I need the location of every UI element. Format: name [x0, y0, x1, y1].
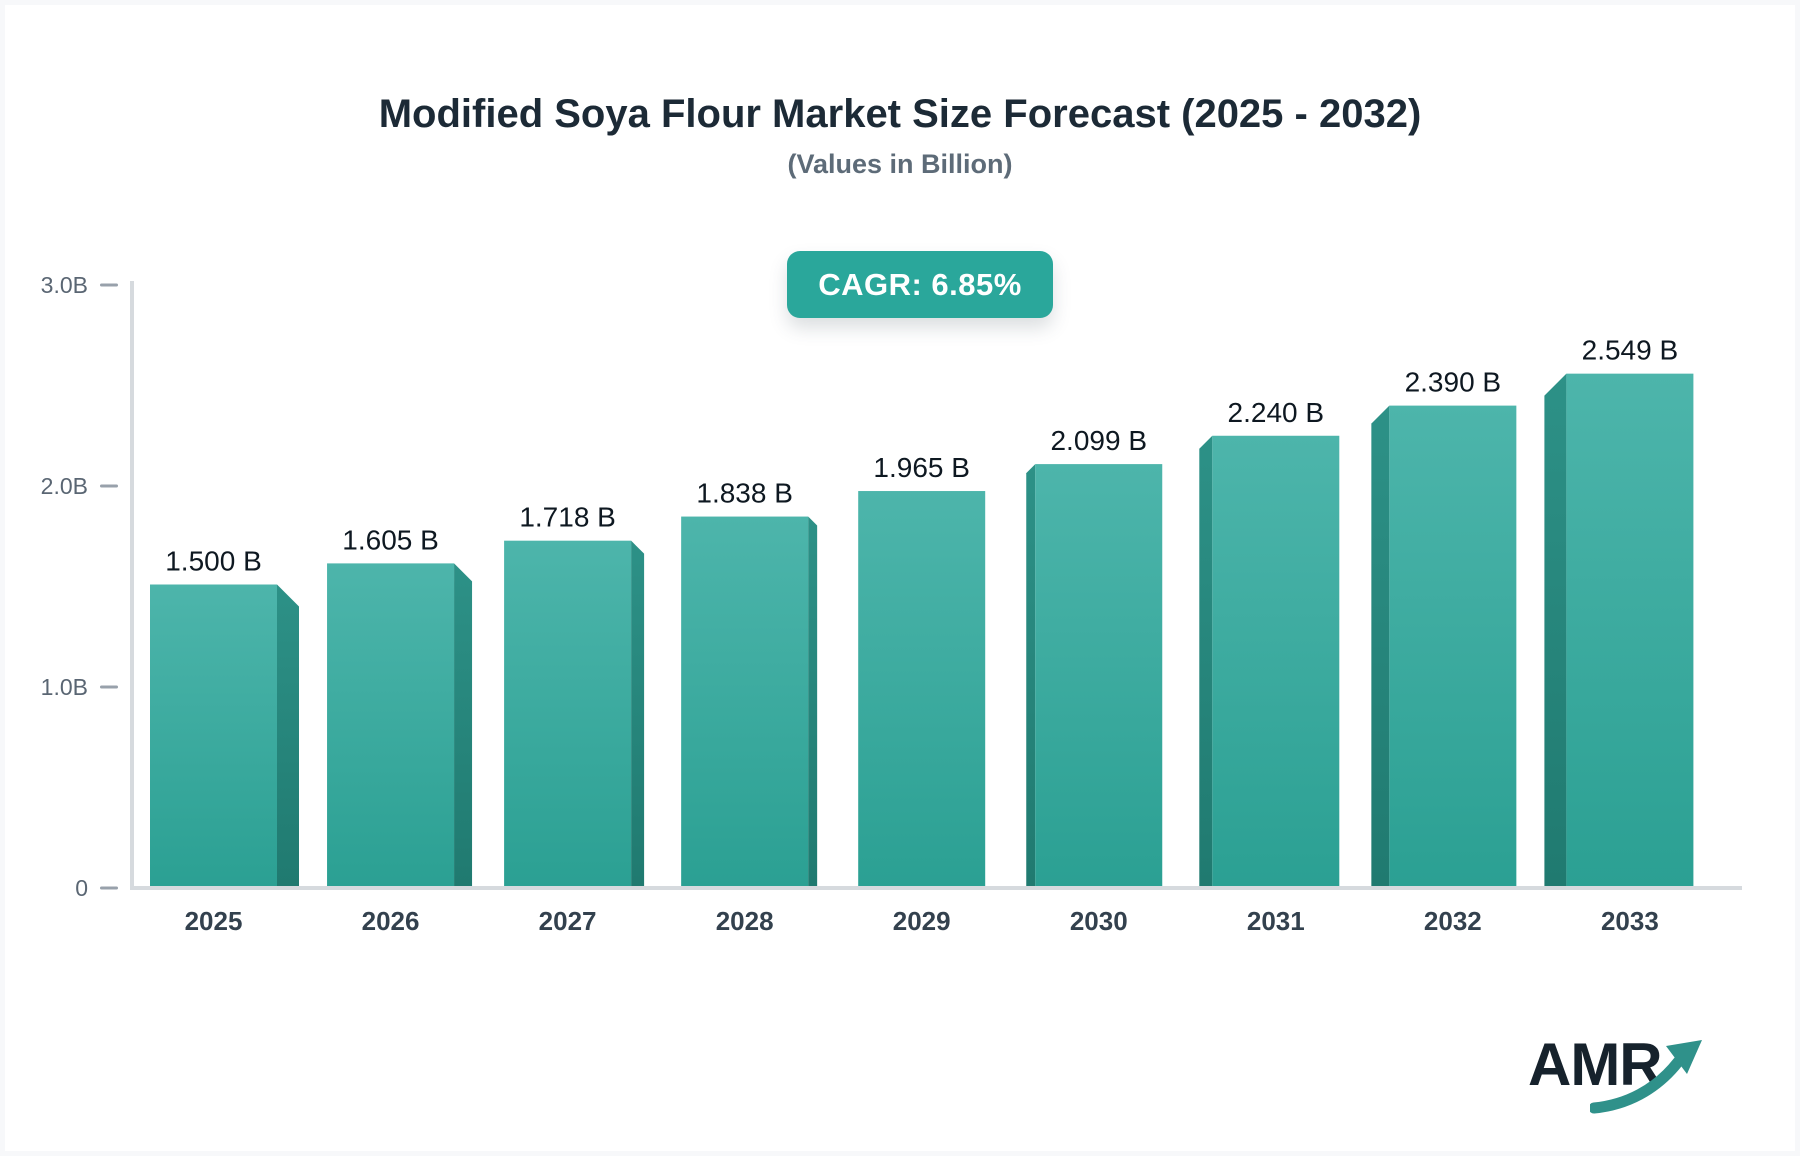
y-axis-tick-mark	[100, 283, 118, 287]
bar-value-label: 2.390 B	[1405, 367, 1502, 398]
bar-group-2027: 1.718 B 2027	[504, 502, 645, 936]
x-axis-line	[130, 886, 1742, 890]
bar-side-2028	[808, 516, 818, 886]
bar-side-2033	[1544, 373, 1567, 886]
x-axis-label-2028: 2028	[716, 906, 774, 936]
bar-value-label: 1.718 B	[519, 502, 616, 533]
bar-2028	[681, 516, 809, 886]
bar-group-2033: 2.549 B 2033	[1544, 335, 1694, 936]
chart-header: Modified Soya Flour Market Size Forecast…	[0, 92, 1800, 180]
x-axis-label-2027: 2027	[539, 906, 597, 936]
bar-group-2026: 1.605 B 2026	[327, 524, 473, 936]
bar-2031	[1212, 435, 1340, 886]
trend-arrow-icon	[1590, 1040, 1702, 1114]
bar-group-2029: 1.965 B 2029	[858, 452, 986, 936]
y-axis-line	[130, 281, 134, 890]
y-axis-tick-mark	[100, 484, 118, 488]
y-axis-tick-label: 2.0B	[41, 473, 88, 499]
x-axis-label-2033: 2033	[1601, 906, 1659, 936]
bar-2030	[1035, 464, 1163, 886]
x-axis-label-2031: 2031	[1247, 906, 1305, 936]
x-axis-label-2030: 2030	[1070, 906, 1128, 936]
amr-logo-text: AMR	[1528, 1031, 1663, 1098]
cagr-badge: CAGR: 6.85%	[787, 251, 1053, 318]
chart-subtitle: (Values in Billion)	[787, 149, 1013, 179]
amr-logo: AMR	[1528, 1030, 1728, 1120]
bar-side-2027	[631, 540, 645, 886]
y-axis-tick-mark	[100, 685, 118, 689]
bar-group-2031: 2.240 B 2031	[1199, 397, 1340, 936]
bar-2025	[150, 584, 277, 886]
bar-2032	[1389, 405, 1517, 886]
bar-group-2030: 2.099 B 2030	[1026, 425, 1163, 936]
bar-group-2025: 1.500 B 2025	[150, 546, 299, 936]
cagr-badge-label: CAGR: 6.85%	[818, 266, 1022, 302]
bar-2029	[858, 491, 986, 886]
bar-2026	[327, 563, 455, 886]
bar-value-label: 1.838 B	[696, 478, 793, 509]
bar-group-2032: 2.390 B 2032	[1371, 367, 1517, 936]
x-axis-label-2025: 2025	[185, 906, 243, 936]
bar-side-2031	[1199, 435, 1213, 886]
y-axis-tick-label: 1.0B	[41, 674, 88, 700]
bar-side-2026	[454, 563, 473, 886]
bar-value-label: 2.549 B	[1582, 335, 1679, 366]
bar-side-2030	[1026, 464, 1036, 886]
bar-side-2032	[1371, 405, 1390, 886]
bar-value-label: 1.965 B	[873, 452, 970, 483]
y-axis-tick-label: 3.0B	[41, 272, 88, 298]
bar-group-2028: 1.838 B 2028	[681, 478, 818, 936]
bar-value-label: 2.240 B	[1228, 397, 1325, 428]
chart-title: Modified Soya Flour Market Size Forecast…	[378, 92, 1422, 136]
y-axis-tick-label: 0	[75, 875, 88, 901]
bar-value-label: 1.500 B	[165, 546, 262, 577]
x-axis-label-2032: 2032	[1424, 906, 1482, 936]
bar-value-label: 2.099 B	[1050, 425, 1147, 456]
y-axis-tick-mark	[100, 886, 118, 890]
x-axis-label-2026: 2026	[362, 906, 420, 936]
bar-2033	[1566, 373, 1694, 886]
bar-value-label: 1.605 B	[342, 524, 439, 555]
x-axis-label-2029: 2029	[893, 906, 951, 936]
bar-2027	[504, 540, 632, 886]
bar-side-2025	[277, 584, 299, 886]
